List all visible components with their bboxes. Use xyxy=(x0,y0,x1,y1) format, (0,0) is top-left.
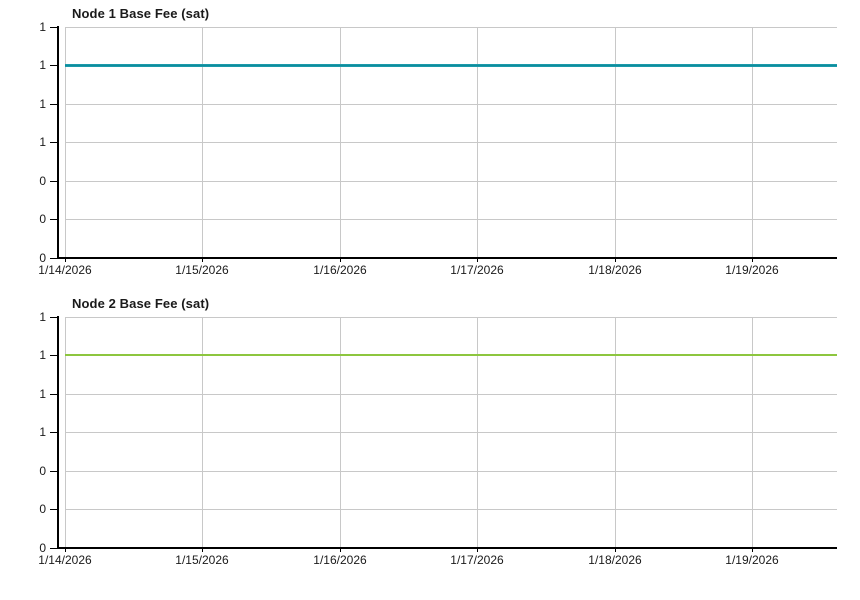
y-axis-tick xyxy=(50,548,58,549)
gridline-horizontal xyxy=(65,509,837,510)
y-axis-label: 0 xyxy=(39,212,46,226)
gridline-vertical xyxy=(477,317,478,548)
data-series-core xyxy=(65,65,837,66)
y-axis-tick xyxy=(50,181,58,182)
gridline-vertical xyxy=(65,27,66,258)
y-axis-label: 1 xyxy=(39,135,46,149)
y-axis-label: 1 xyxy=(39,387,46,401)
y-axis-tick xyxy=(50,142,58,143)
y-axis-line-node2 xyxy=(57,316,59,549)
x-axis-label: 1/14/2026 xyxy=(38,553,92,567)
y-axis-label: 0 xyxy=(39,464,46,478)
y-axis-tick xyxy=(50,355,58,356)
x-axis-label: 1/16/2026 xyxy=(313,263,367,277)
gridline-horizontal xyxy=(65,219,837,220)
y-axis-label: 1 xyxy=(39,20,46,34)
x-axis-label: 1/17/2026 xyxy=(450,553,504,567)
x-axis-line-node2 xyxy=(57,547,837,549)
y-axis-line-node1 xyxy=(57,26,59,259)
gridline-vertical xyxy=(477,27,478,258)
data-series-node2-base-fee xyxy=(65,354,837,356)
x-axis-label: 1/18/2026 xyxy=(588,553,642,567)
gridline-horizontal xyxy=(65,27,837,28)
x-axis-tick xyxy=(615,547,616,552)
x-axis-label: 1/15/2026 xyxy=(175,553,229,567)
gridline-horizontal xyxy=(65,471,837,472)
y-axis-label: 1 xyxy=(39,348,46,362)
gridline-vertical xyxy=(65,317,66,548)
chart-title-node2: Node 2 Base Fee (sat) xyxy=(72,296,210,311)
data-series-node1-base-fee xyxy=(65,64,837,67)
y-axis-label: 0 xyxy=(39,502,46,516)
x-axis-tick xyxy=(615,257,616,262)
x-axis-tick xyxy=(202,547,203,552)
x-axis-tick xyxy=(752,257,753,262)
y-axis-tick xyxy=(50,432,58,433)
gridline-horizontal xyxy=(65,432,837,433)
x-axis-tick xyxy=(752,547,753,552)
gridline-vertical xyxy=(615,317,616,548)
y-axis-tick xyxy=(50,219,58,220)
gridline-vertical xyxy=(752,27,753,258)
x-axis-tick xyxy=(202,257,203,262)
y-axis-tick xyxy=(50,471,58,472)
x-axis-tick xyxy=(477,257,478,262)
y-axis-tick xyxy=(50,27,58,28)
gridline-vertical xyxy=(340,317,341,548)
y-axis-tick xyxy=(50,394,58,395)
y-axis-label: 1 xyxy=(39,97,46,111)
gridline-vertical xyxy=(202,27,203,258)
gridline-vertical xyxy=(202,317,203,548)
x-axis-label: 1/19/2026 xyxy=(725,263,779,277)
plot-area-node2 xyxy=(65,317,837,548)
chart-panel-node1: Node 1 Base Fee (sat) 1 1 1 1 0 0 0 xyxy=(0,0,860,295)
y-axis-label: 1 xyxy=(39,310,46,324)
gridline-vertical xyxy=(615,27,616,258)
x-axis-tick xyxy=(65,547,66,552)
y-axis-label: 1 xyxy=(39,425,46,439)
gridline-horizontal xyxy=(65,104,837,105)
x-axis-tick xyxy=(477,547,478,552)
gridline-horizontal xyxy=(65,181,837,182)
y-axis-label: 1 xyxy=(39,58,46,72)
y-axis-label: 0 xyxy=(39,174,46,188)
x-axis-label: 1/14/2026 xyxy=(38,263,92,277)
y-axis-tick xyxy=(50,317,58,318)
y-axis-label: 0 xyxy=(39,251,46,265)
x-axis-label: 1/15/2026 xyxy=(175,263,229,277)
x-axis-label: 1/16/2026 xyxy=(313,553,367,567)
x-axis-tick xyxy=(340,547,341,552)
x-axis-label: 1/18/2026 xyxy=(588,263,642,277)
x-axis-tick xyxy=(65,257,66,262)
gridline-vertical xyxy=(340,27,341,258)
gridline-horizontal xyxy=(65,394,837,395)
chart-panel-node2: Node 2 Base Fee (sat) 1 1 1 1 0 0 0 1/14… xyxy=(0,290,860,585)
y-axis-tick xyxy=(50,258,58,259)
gridline-horizontal xyxy=(65,142,837,143)
x-axis-label: 1/19/2026 xyxy=(725,553,779,567)
x-axis-label: 1/17/2026 xyxy=(450,263,504,277)
x-axis-line-node1 xyxy=(57,257,837,259)
x-axis-tick xyxy=(340,257,341,262)
y-axis-tick xyxy=(50,65,58,66)
chart-title-node1: Node 1 Base Fee (sat) xyxy=(72,6,210,21)
gridline-horizontal xyxy=(65,317,837,318)
y-axis-label: 0 xyxy=(39,541,46,555)
gridline-vertical xyxy=(752,317,753,548)
plot-area-node1 xyxy=(65,27,837,258)
y-axis-tick xyxy=(50,104,58,105)
y-axis-tick xyxy=(50,509,58,510)
